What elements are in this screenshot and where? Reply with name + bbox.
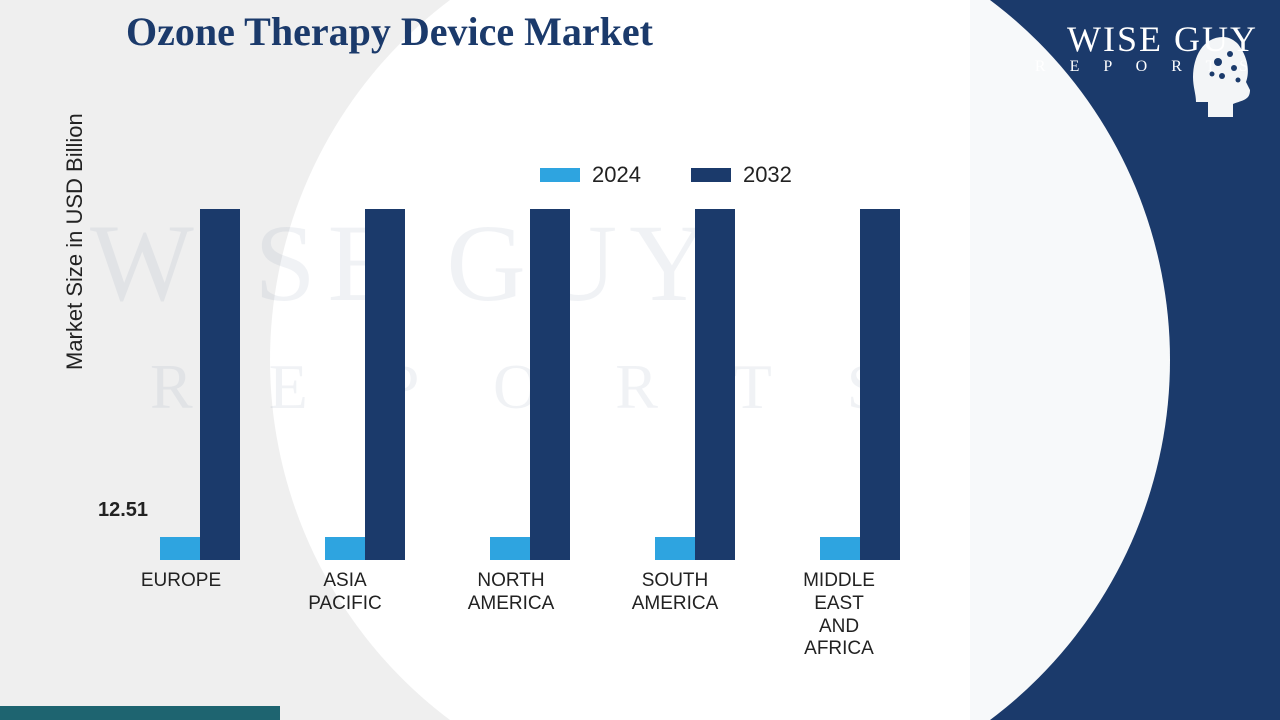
x-axis-label: MIDDLEEASTANDAFRICA [764, 570, 914, 661]
bar-group [325, 209, 405, 560]
legend-label-2024: 2024 [592, 162, 641, 188]
legend-item-2024: 2024 [540, 162, 641, 188]
bar-group [655, 209, 735, 560]
x-axis-label: ASIAPACIFIC [270, 570, 420, 616]
bar [490, 537, 530, 560]
bar-group [160, 209, 240, 560]
bar-value-label: 12.51 [98, 499, 148, 522]
bottom-strip [0, 706, 280, 720]
plot-area [120, 200, 950, 560]
bar [695, 209, 735, 560]
bar-group [820, 209, 900, 560]
x-axis-label: EUROPE [106, 570, 256, 593]
legend-swatch-2024 [540, 168, 580, 182]
legend: 2024 2032 [540, 162, 792, 188]
head-icon [1188, 32, 1258, 122]
y-axis-label: Market Size in USD Billion [62, 113, 88, 370]
legend-item-2032: 2032 [691, 162, 792, 188]
chart-title: Ozone Therapy Device Market [126, 8, 653, 55]
bar [530, 209, 570, 560]
bar [655, 537, 695, 560]
bar [325, 537, 365, 560]
bar [160, 537, 200, 560]
bar-group [490, 209, 570, 560]
x-axis-label: SOUTHAMERICA [600, 570, 750, 616]
bar [365, 209, 405, 560]
legend-label-2032: 2032 [743, 162, 792, 188]
chart-stage: WISE GUY R E P O R T S WISE GUY R E P O … [0, 0, 1280, 720]
x-axis-label: NORTHAMERICA [436, 570, 586, 616]
legend-swatch-2032 [691, 168, 731, 182]
brand-logo: WISE GUY R E P O R T S [1035, 18, 1258, 76]
bar [860, 209, 900, 560]
bar [200, 209, 240, 560]
bar [820, 537, 860, 560]
